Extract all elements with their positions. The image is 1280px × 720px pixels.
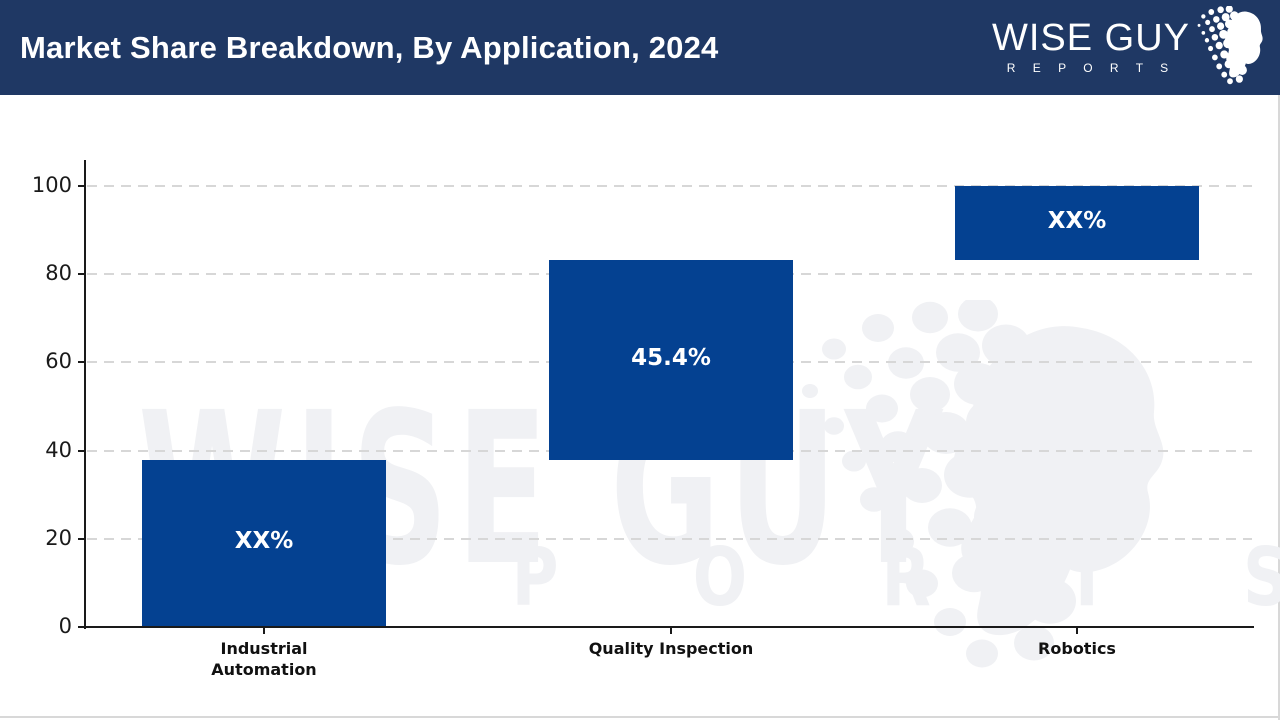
x-axis-line bbox=[84, 626, 1254, 628]
x-axis-label: Industrial Automation bbox=[169, 639, 359, 681]
x-tick-mark bbox=[1076, 628, 1078, 634]
x-tick-mark bbox=[670, 628, 672, 634]
y-tick-label: 100 bbox=[31, 173, 72, 197]
brand-face-icon bbox=[1194, 6, 1266, 88]
bar-value-label: XX% bbox=[1047, 207, 1107, 234]
bottom-border bbox=[0, 716, 1280, 718]
bar bbox=[549, 259, 793, 460]
brand-logo: WISE GUY R E P O R T S bbox=[992, 6, 1266, 88]
chart-area: WISE GUY R E P O R T S 0 20 40 60 80 100 XX% 45… bbox=[0, 95, 1280, 720]
x-tick-mark bbox=[263, 628, 265, 634]
y-tick-mark bbox=[78, 449, 85, 452]
x-axis-label-text: Industrial Automation bbox=[211, 639, 317, 679]
x-axis-label: Quality Inspection bbox=[576, 639, 766, 660]
y-tick-mark bbox=[78, 537, 85, 540]
bar bbox=[142, 459, 386, 627]
page-title: Market Share Breakdown, By Application, … bbox=[20, 29, 719, 65]
y-tick-label: 0 bbox=[58, 614, 72, 638]
brand-logo-text: WISE GUY R E P O R T S bbox=[991, 17, 1190, 75]
y-tick-mark bbox=[78, 273, 85, 276]
x-axis-label: Robotics bbox=[982, 639, 1172, 660]
y-axis-line bbox=[84, 160, 86, 629]
right-border bbox=[1278, 95, 1280, 720]
gridline bbox=[87, 185, 1252, 187]
y-tick-label: 20 bbox=[45, 525, 72, 550]
bar bbox=[955, 186, 1199, 260]
y-tick-mark bbox=[78, 626, 85, 628]
gridline bbox=[87, 537, 1252, 540]
bar-value-label: XX% bbox=[234, 528, 294, 555]
x-axis-label-text: Quality Inspection bbox=[588, 639, 754, 658]
y-tick-mark bbox=[78, 361, 85, 364]
y-tick-label: 40 bbox=[45, 437, 72, 462]
brand-subtitle: R E P O R T S bbox=[1006, 60, 1176, 75]
y-tick-mark bbox=[78, 185, 85, 187]
y-tick-label: 60 bbox=[45, 349, 72, 374]
y-tick-label: 80 bbox=[45, 261, 72, 286]
bar-value-label: 45.4% bbox=[631, 344, 711, 371]
x-axis-label-text: Robotics bbox=[1038, 639, 1116, 658]
header-bar: Market Share Breakdown, By Application, … bbox=[0, 0, 1280, 95]
brand-name: WISE GUY bbox=[991, 17, 1190, 60]
plot: 0 20 40 60 80 100 XX% 45.4% XX% Industrial Automa… bbox=[0, 95, 1280, 720]
